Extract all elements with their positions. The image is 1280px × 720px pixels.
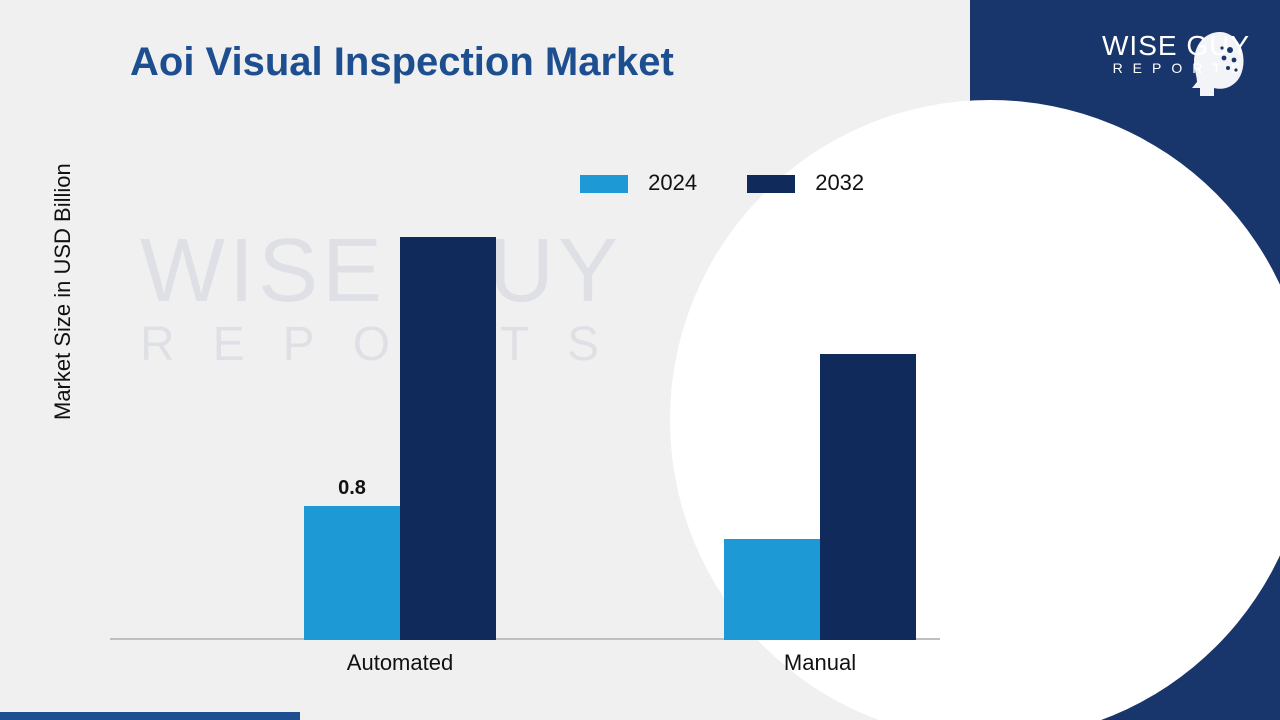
bar-automated-2024: 0.8 (304, 506, 400, 640)
page-root: Aoi Visual Inspection Market WISE GUY RE… (0, 0, 1280, 720)
legend-swatch-2032 (747, 175, 795, 193)
bar-manual-2032 (820, 354, 916, 640)
bar-automated-2032 (400, 237, 496, 640)
bar-manual-2024 (724, 539, 820, 640)
legend-label-2024: 2024 (648, 170, 697, 195)
chart-title: Aoi Visual Inspection Market (130, 40, 674, 85)
legend-swatch-2024 (580, 175, 628, 193)
head-icon (1190, 30, 1250, 100)
legend-item-2024: 2024 (580, 170, 697, 196)
plot-area: 0.8 Automated Manual (110, 220, 940, 640)
y-axis-label: Market Size in USD Billion (50, 163, 76, 420)
footer-accent-bar (0, 712, 300, 720)
brand-logo: WISE GUY REPORTS (1102, 30, 1250, 76)
category-label-manual: Manual (784, 640, 856, 676)
legend-item-2032: 2032 (747, 170, 864, 196)
chart-legend: 2024 2032 (580, 170, 864, 196)
bar-chart: Market Size in USD Billion 2024 2032 0.8… (60, 160, 960, 680)
category-label-automated: Automated (347, 640, 453, 676)
legend-label-2032: 2032 (815, 170, 864, 195)
bar-label-automated-2024: 0.8 (338, 477, 366, 506)
